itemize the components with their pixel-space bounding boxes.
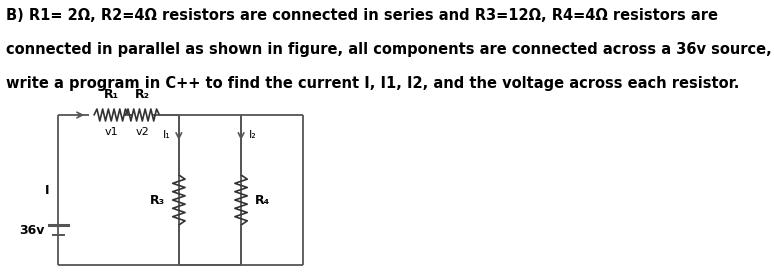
Text: connected in parallel as shown in figure, all components are connected across a : connected in parallel as shown in figure… bbox=[6, 42, 772, 57]
Text: R₃: R₃ bbox=[149, 194, 165, 206]
Text: B) R1= 2Ω, R2=4Ω resistors are connected in series and R3=12Ω, R4=4Ω resistors a: B) R1= 2Ω, R2=4Ω resistors are connected… bbox=[6, 8, 718, 23]
Text: v1: v1 bbox=[104, 127, 118, 137]
Text: write a program in C++ to find the current I, I1, I2, and the voltage across eac: write a program in C++ to find the curre… bbox=[6, 76, 740, 91]
Text: I₁: I₁ bbox=[163, 130, 171, 140]
Text: 36v: 36v bbox=[19, 223, 44, 237]
Text: R₁: R₁ bbox=[104, 88, 118, 101]
Text: I: I bbox=[44, 184, 49, 196]
Text: R₂: R₂ bbox=[135, 88, 150, 101]
Text: v2: v2 bbox=[135, 127, 149, 137]
Text: I₂: I₂ bbox=[249, 130, 257, 140]
Text: R₄: R₄ bbox=[255, 194, 270, 206]
